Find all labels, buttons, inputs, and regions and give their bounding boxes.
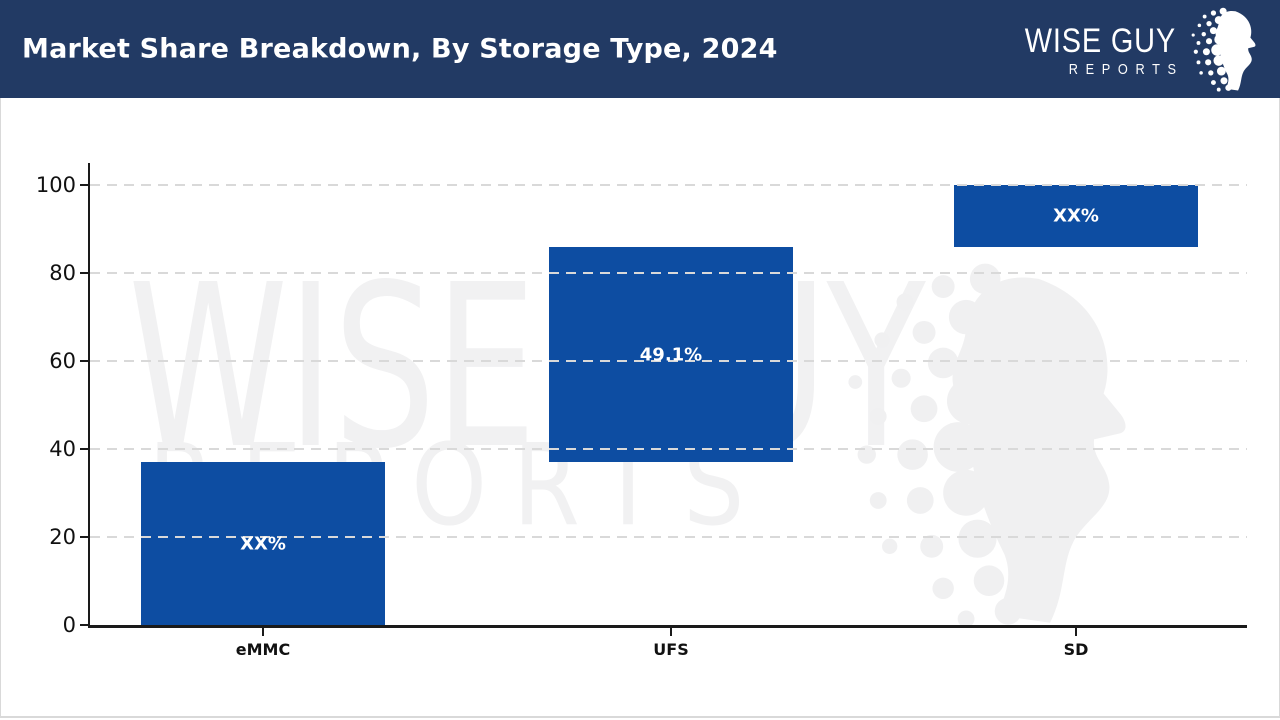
- gridline-40: [90, 448, 1247, 451]
- y-tick-label-80: 80: [49, 261, 76, 286]
- y-tick-20: [80, 536, 88, 539]
- x-tick-label-sd: SD: [1063, 640, 1089, 659]
- logo-subtitle: REPORTS: [1068, 60, 1184, 78]
- y-tick-label-20: 20: [49, 525, 76, 550]
- bar-value-label-ufs: 49.1%: [639, 344, 703, 366]
- x-tick-emmc: [262, 628, 264, 636]
- logo-text: WISE GUY REPORTS: [1025, 24, 1176, 77]
- y-tick-0: [80, 624, 88, 626]
- y-tick-80: [80, 272, 88, 275]
- x-tick-label-emmc: eMMC: [235, 640, 291, 659]
- gridline-20: [90, 536, 1247, 539]
- bar-emmc: [141, 462, 385, 625]
- page-bottom-rule: [0, 716, 1280, 718]
- bar-sd: [954, 185, 1198, 247]
- y-tick-100: [80, 184, 88, 187]
- bar-ufs: [549, 247, 793, 463]
- x-axis-spine: [88, 625, 1247, 628]
- header-bar: Market Share Breakdown, By Storage Type,…: [0, 0, 1280, 98]
- gridline-100: [90, 184, 1247, 187]
- gridline-60: [90, 360, 1247, 363]
- y-tick-label-40: 40: [49, 437, 76, 462]
- logo-dotted-head-icon: [1191, 7, 1256, 92]
- y-axis-spine: [88, 163, 90, 627]
- watermark-dotted-head: [848, 263, 1126, 628]
- page-title: Market Share Breakdown, By Storage Type,…: [22, 33, 778, 65]
- page-border-left: [0, 98, 1, 718]
- bar-value-label-emmc: XX%: [240, 533, 286, 555]
- y-tick-label-0: 0: [62, 613, 76, 637]
- gridline-80: [90, 272, 1247, 275]
- y-tick-label-60: 60: [49, 349, 76, 374]
- x-tick-sd: [1075, 628, 1077, 636]
- logo-name: WISE GUY: [1024, 21, 1176, 60]
- x-tick-ufs: [670, 628, 672, 636]
- x-tick-label-ufs: UFS: [653, 640, 689, 659]
- bar-value-label-sd: XX%: [1053, 205, 1099, 227]
- y-tick-60: [80, 360, 88, 363]
- y-tick-40: [80, 448, 88, 451]
- wiseguy-logo: WISE GUY REPORTS: [998, 4, 1268, 96]
- y-tick-label-100: 100: [35, 173, 76, 198]
